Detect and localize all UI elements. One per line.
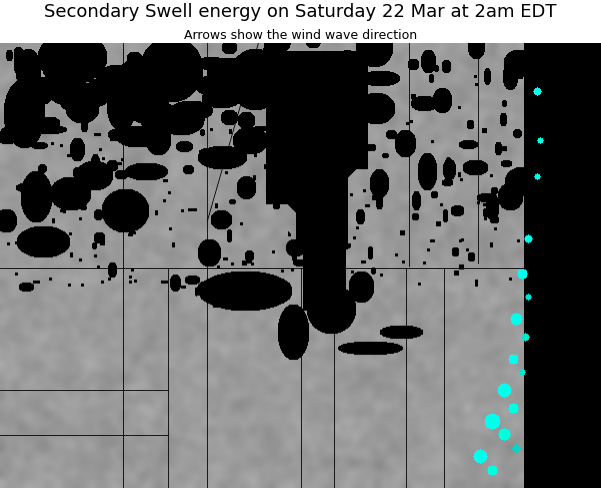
- Text: Arrows show the wind wave direction: Arrows show the wind wave direction: [184, 29, 417, 41]
- Text: Secondary Swell energy on Saturday 22 Mar at 2am EDT: Secondary Swell energy on Saturday 22 Ma…: [44, 3, 557, 21]
